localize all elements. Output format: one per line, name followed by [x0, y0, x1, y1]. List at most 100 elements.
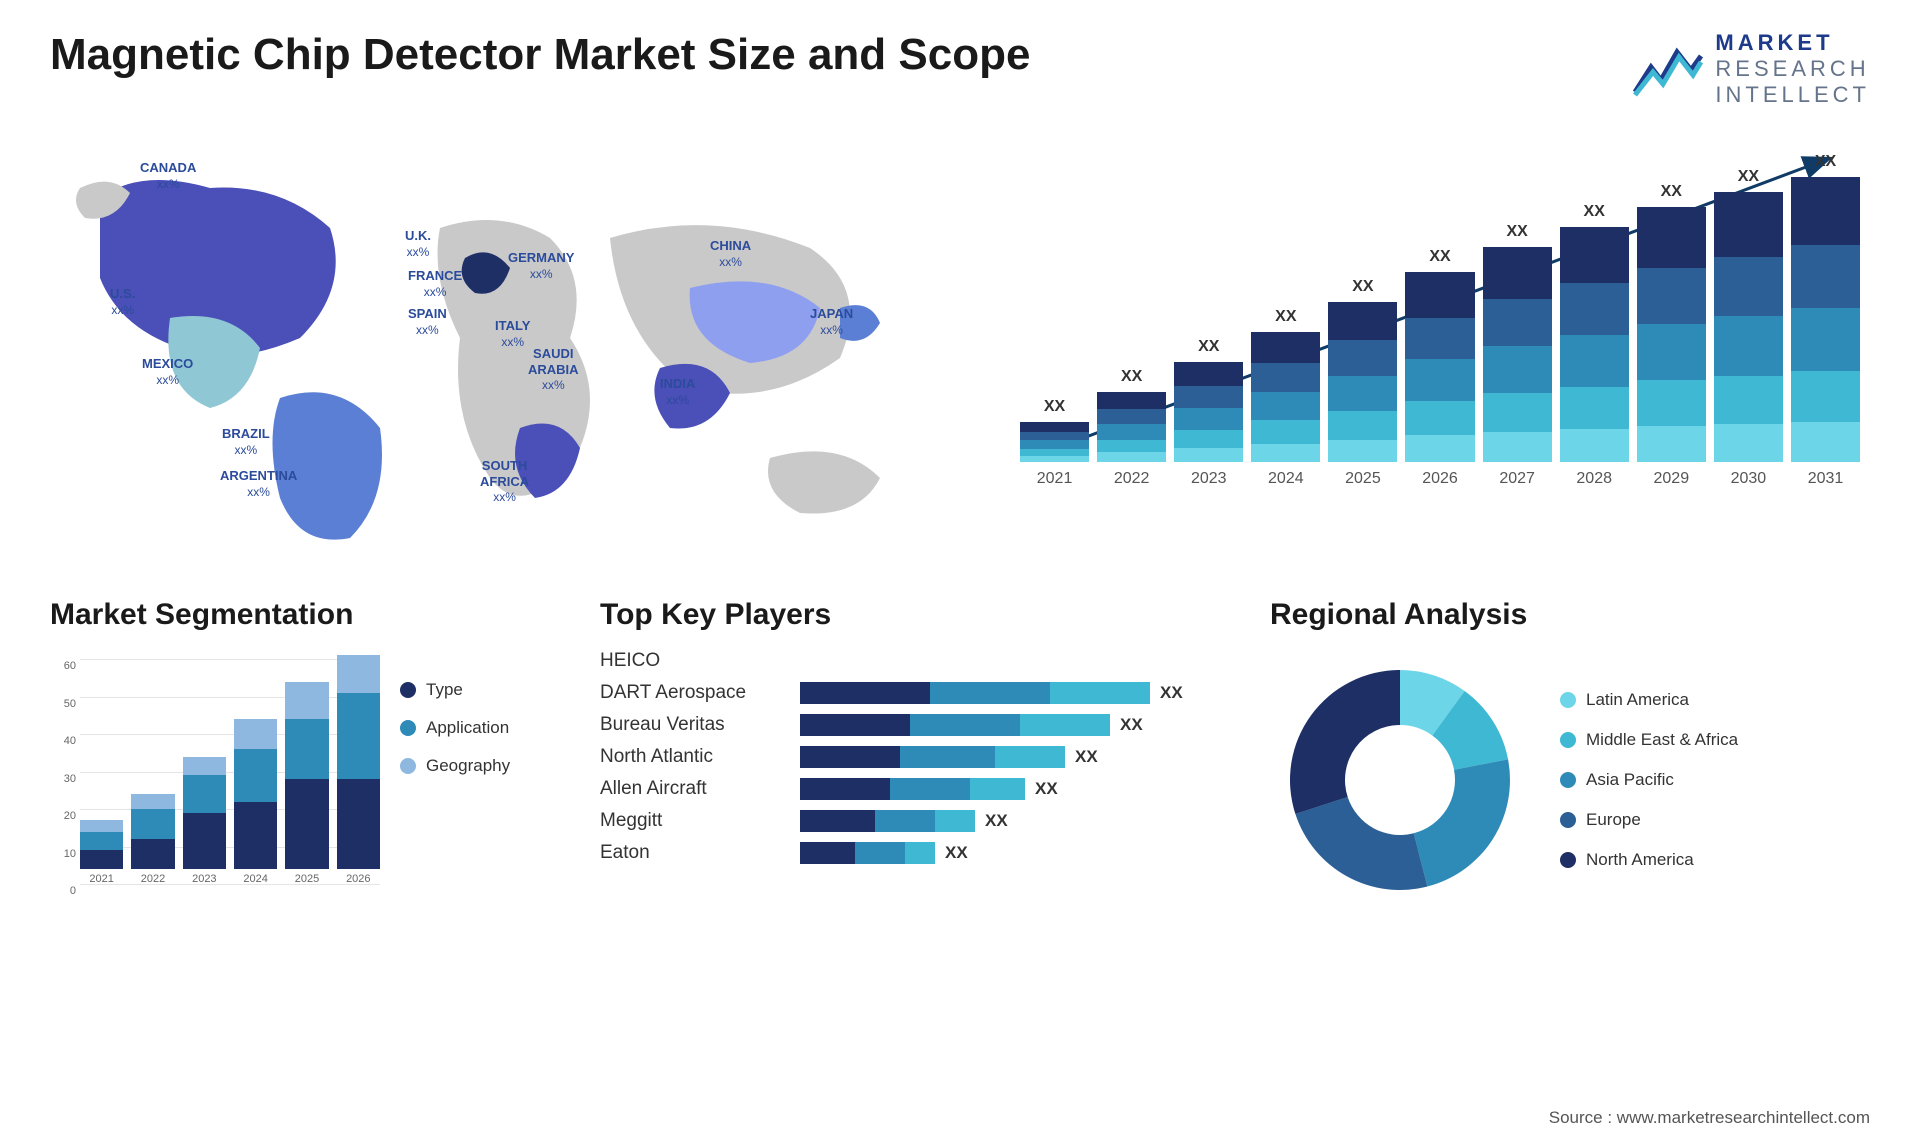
seg-legend-geography: Geography	[400, 756, 510, 776]
logo-icon	[1633, 42, 1703, 97]
player-bar	[800, 746, 1065, 768]
seg-bar-2021: 2021	[80, 820, 123, 885]
seg-legend-application: Application	[400, 718, 510, 738]
logo-line1: MARKET	[1715, 30, 1870, 56]
logo-line2: RESEARCH	[1715, 56, 1870, 82]
growth-year-label: 2031	[1808, 470, 1844, 488]
player-value: XX	[1035, 779, 1058, 799]
player-row-heico: HEICO	[600, 650, 1240, 672]
growth-bar-2027: XX2027	[1483, 223, 1552, 488]
page-title: Magnetic Chip Detector Market Size and S…	[50, 30, 1030, 80]
map-label-canada: CANADAxx%	[140, 160, 196, 191]
growth-value-label: XX	[1506, 223, 1527, 241]
growth-year-label: 2029	[1654, 470, 1690, 488]
growth-bar-2021: XX 2021	[1020, 398, 1089, 488]
player-value: XX	[985, 811, 1008, 831]
map-label-brazil: BRAZILxx%	[222, 426, 270, 457]
player-bar	[800, 810, 975, 832]
seg-y-tick: 10	[64, 848, 76, 860]
player-value: XX	[1120, 715, 1143, 735]
player-row-dart-aerospace: DART Aerospace XX	[600, 682, 1240, 704]
growth-value-label: XX	[1198, 338, 1219, 356]
growth-bar-2025: XX 2025	[1328, 278, 1397, 488]
map-label-italy: ITALYxx%	[495, 318, 530, 349]
growth-value-label: XX	[1044, 398, 1065, 416]
growth-value-label: XX	[1429, 248, 1450, 266]
map-label-argentina: ARGENTINAxx%	[220, 468, 297, 499]
player-row-eaton: EatonXX	[600, 842, 1240, 864]
regional-title: Regional Analysis	[1270, 598, 1870, 632]
growth-year-label: 2022	[1114, 470, 1150, 488]
growth-value-label: XX	[1661, 183, 1682, 201]
key-players-title: Top Key Players	[600, 598, 1240, 632]
player-bar	[800, 714, 1110, 736]
map-label-saudi-arabia: SAUDIARABIAxx%	[528, 346, 579, 393]
seg-bar-2023: 2023	[183, 757, 226, 886]
player-name: Meggitt	[600, 810, 800, 832]
regional-legend-europe: Europe	[1560, 810, 1738, 830]
seg-y-tick: 20	[64, 810, 76, 822]
player-row-meggitt: Meggitt XX	[600, 810, 1240, 832]
player-name: HEICO	[600, 650, 800, 672]
map-label-mexico: MEXICOxx%	[142, 356, 193, 387]
player-row-north-atlantic: North Atlantic XX	[600, 746, 1240, 768]
key-players-panel: Top Key Players HEICODART AerospaceXXBur…	[600, 598, 1240, 910]
seg-y-tick: 60	[64, 660, 76, 672]
growth-bar-2022: XX 2022	[1097, 368, 1166, 488]
seg-bar-2026: 2026	[337, 655, 380, 885]
map-label-germany: GERMANYxx%	[508, 250, 574, 281]
seg-year-label: 2024	[243, 873, 267, 885]
growth-bar-2030: XX 2030	[1714, 168, 1783, 488]
map-label-south-africa: SOUTHAFRICAxx%	[480, 458, 529, 505]
source-attribution: Source : www.marketresearchintellect.com	[1549, 1108, 1870, 1128]
donut-slice-europe	[1295, 797, 1427, 890]
regional-legend-latin-america: Latin America	[1560, 690, 1738, 710]
seg-legend-type: Type	[400, 680, 510, 700]
growth-year-label: 2030	[1731, 470, 1767, 488]
segmentation-title: Market Segmentation	[50, 598, 570, 632]
growth-value-label: XX	[1121, 368, 1142, 386]
player-row-allen-aircraft: Allen AircraftXX	[600, 778, 1240, 800]
growth-year-label: 2021	[1037, 470, 1073, 488]
growth-value-label: XX	[1815, 153, 1836, 171]
regional-legend-asia-pacific: Asia Pacific	[1560, 770, 1738, 790]
growth-bar-chart: XX2021XX2022XX2023XX2024XX2025XX2026XX20…	[1010, 138, 1870, 558]
growth-value-label: XX	[1584, 203, 1605, 221]
player-value: XX	[1160, 683, 1183, 703]
seg-year-label: 2022	[141, 873, 165, 885]
regional-legend-middle-east-africa: Middle East & Africa	[1560, 730, 1738, 750]
player-bar	[800, 778, 1025, 800]
player-bar	[800, 682, 1150, 704]
brand-logo: MARKET RESEARCH INTELLECT	[1633, 30, 1870, 108]
regional-donut-chart	[1270, 650, 1530, 910]
growth-year-label: 2024	[1268, 470, 1304, 488]
seg-bar-2022: 2022	[131, 794, 174, 885]
growth-bar-2023: XX 2023	[1174, 338, 1243, 488]
growth-bar-2031: XX 2031	[1791, 153, 1860, 488]
growth-value-label: XX	[1738, 168, 1759, 186]
map-label-china: CHINAxx%	[710, 238, 751, 269]
map-label-france: FRANCExx%	[408, 268, 462, 299]
seg-bar-2024: 2024	[234, 719, 277, 885]
world-map: CANADAxx% U.S.xx% MEXICOxx% BRAZILxx% ARGENT…	[50, 138, 970, 558]
seg-bar-2025: 2025	[285, 682, 328, 886]
growth-year-label: 2028	[1576, 470, 1612, 488]
player-name: North Atlantic	[600, 746, 800, 768]
map-label-india: INDIAxx%	[660, 376, 695, 407]
growth-year-label: 2026	[1422, 470, 1458, 488]
player-value: XX	[1075, 747, 1098, 767]
seg-y-tick: 30	[64, 773, 76, 785]
player-name: DART Aerospace	[600, 682, 800, 704]
map-label-u.s.: U.S.xx%	[110, 286, 135, 317]
segmentation-chart: 0102030405060 202120222023202420252026	[50, 650, 380, 910]
growth-year-label: 2023	[1191, 470, 1227, 488]
logo-line3: INTELLECT	[1715, 82, 1870, 108]
growth-year-label: 2025	[1345, 470, 1381, 488]
growth-bar-2026: XX 2026	[1405, 248, 1474, 488]
growth-value-label: XX	[1352, 278, 1373, 296]
segmentation-legend: Type Application Geography	[400, 650, 510, 910]
growth-bar-2029: XX 2029	[1637, 183, 1706, 488]
growth-bar-2028: XX 2028	[1560, 203, 1629, 488]
seg-y-tick: 40	[64, 735, 76, 747]
seg-year-label: 2023	[192, 873, 216, 885]
